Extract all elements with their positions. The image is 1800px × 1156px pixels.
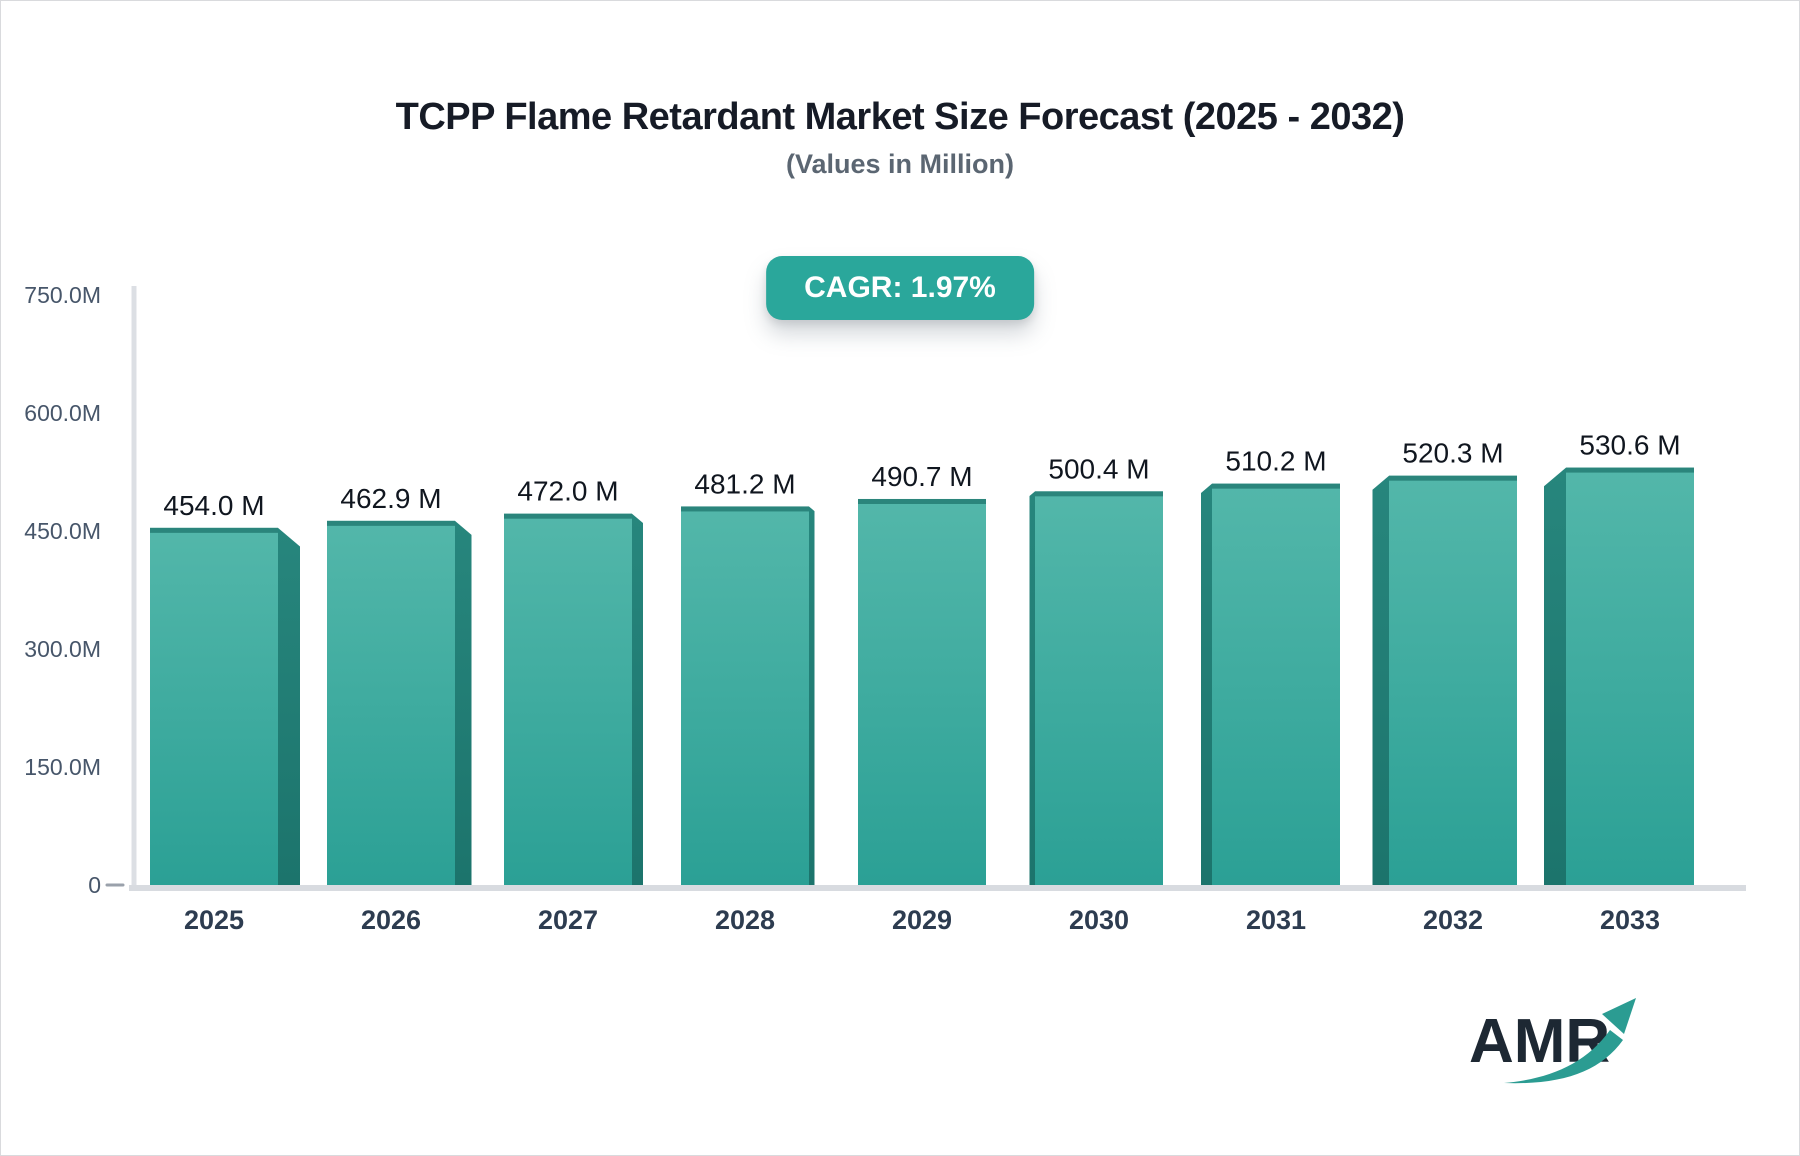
x-axis-label: 2027 xyxy=(538,905,598,935)
amr-logo: AMR xyxy=(1469,998,1636,1084)
bar-top-edge xyxy=(1035,491,1163,497)
bar-2031: 510.2 M 2031 xyxy=(1201,446,1340,935)
bar-front-face xyxy=(150,527,278,885)
bar-2025: 454.0 M 2025 xyxy=(150,490,300,935)
y-axis-tick-label: 750.0M xyxy=(24,282,101,308)
bar-front-face xyxy=(504,513,632,885)
bar-2028: 481.2 M 2028 xyxy=(681,468,815,935)
bar-side-face xyxy=(1029,491,1035,885)
chart-title: TCPP Flame Retardant Market Size Forecas… xyxy=(395,96,1405,138)
bar-value-label: 481.2 M xyxy=(694,468,795,499)
bar-top-edge xyxy=(504,513,632,519)
bar-value-label: 520.3 M xyxy=(1402,438,1503,469)
bar-side-face xyxy=(455,520,472,885)
bar-2027: 472.0 M 2027 xyxy=(504,476,643,935)
x-axis-label: 2025 xyxy=(184,905,244,935)
bar-value-label: 490.7 M xyxy=(871,461,972,492)
chart-subtitle: (Values in Million) xyxy=(785,149,1015,179)
y-axis-tick-label: 150.0M xyxy=(24,754,101,780)
bar-front-face xyxy=(1212,483,1340,885)
growth-arrow-icon xyxy=(1504,998,1636,1084)
x-axis-label: 2028 xyxy=(715,905,775,935)
bar-2030: 500.4 M 2030 xyxy=(1029,453,1163,935)
x-axis-label: 2031 xyxy=(1246,905,1306,935)
y-axis-tick-label: 300.0M xyxy=(24,636,101,662)
bar-top-edge xyxy=(327,520,455,526)
y-axis-tick-label: 600.0M xyxy=(24,400,101,426)
bar-2026: 462.9 M 2026 xyxy=(327,483,472,935)
y-axis-tick-label: 450.0M xyxy=(24,518,101,544)
bar-value-label: 530.6 M xyxy=(1579,430,1680,461)
bar-top-edge xyxy=(1389,475,1517,481)
bar-front-face xyxy=(681,506,809,885)
bar-front-face xyxy=(858,498,986,885)
bar-2033: 530.6 M 2033 xyxy=(1544,430,1694,935)
bar-front-face xyxy=(1389,475,1517,885)
bar-value-label: 472.0 M xyxy=(517,476,618,507)
x-axis-label: 2026 xyxy=(361,905,421,935)
bar-value-label: 510.2 M xyxy=(1225,446,1326,477)
bar-top-edge xyxy=(1212,483,1340,489)
bar-top-edge xyxy=(858,498,986,504)
bar-side-face xyxy=(809,506,815,885)
bar-front-face xyxy=(1035,491,1163,885)
bar-top-edge xyxy=(150,527,278,533)
x-axis-label: 2032 xyxy=(1423,905,1483,935)
bar-front-face xyxy=(1566,467,1694,885)
x-axis-label: 2033 xyxy=(1600,905,1660,935)
bar-side-face xyxy=(1544,467,1566,885)
cagr-badge: CAGR: 1.97% xyxy=(766,256,1034,320)
bar-side-face xyxy=(1372,475,1389,885)
bar-2032: 520.3 M 2032 xyxy=(1372,438,1517,935)
bar-side-face xyxy=(632,513,643,885)
bar-top-edge xyxy=(1566,467,1694,473)
x-axis-label: 2029 xyxy=(892,905,952,935)
bar-value-label: 462.9 M xyxy=(340,483,441,514)
bar-side-face xyxy=(278,527,300,885)
y-axis-tick-label: 0 xyxy=(88,872,101,898)
bar-top-edge xyxy=(681,506,809,512)
x-axis-label: 2030 xyxy=(1069,905,1129,935)
bar-2029: 490.7 M 2029 xyxy=(858,461,986,935)
bar-value-label: 500.4 M xyxy=(1048,453,1149,484)
bar-front-face xyxy=(327,520,455,885)
bar-value-label: 454.0 M xyxy=(163,490,264,521)
bar-side-face xyxy=(1201,483,1212,885)
